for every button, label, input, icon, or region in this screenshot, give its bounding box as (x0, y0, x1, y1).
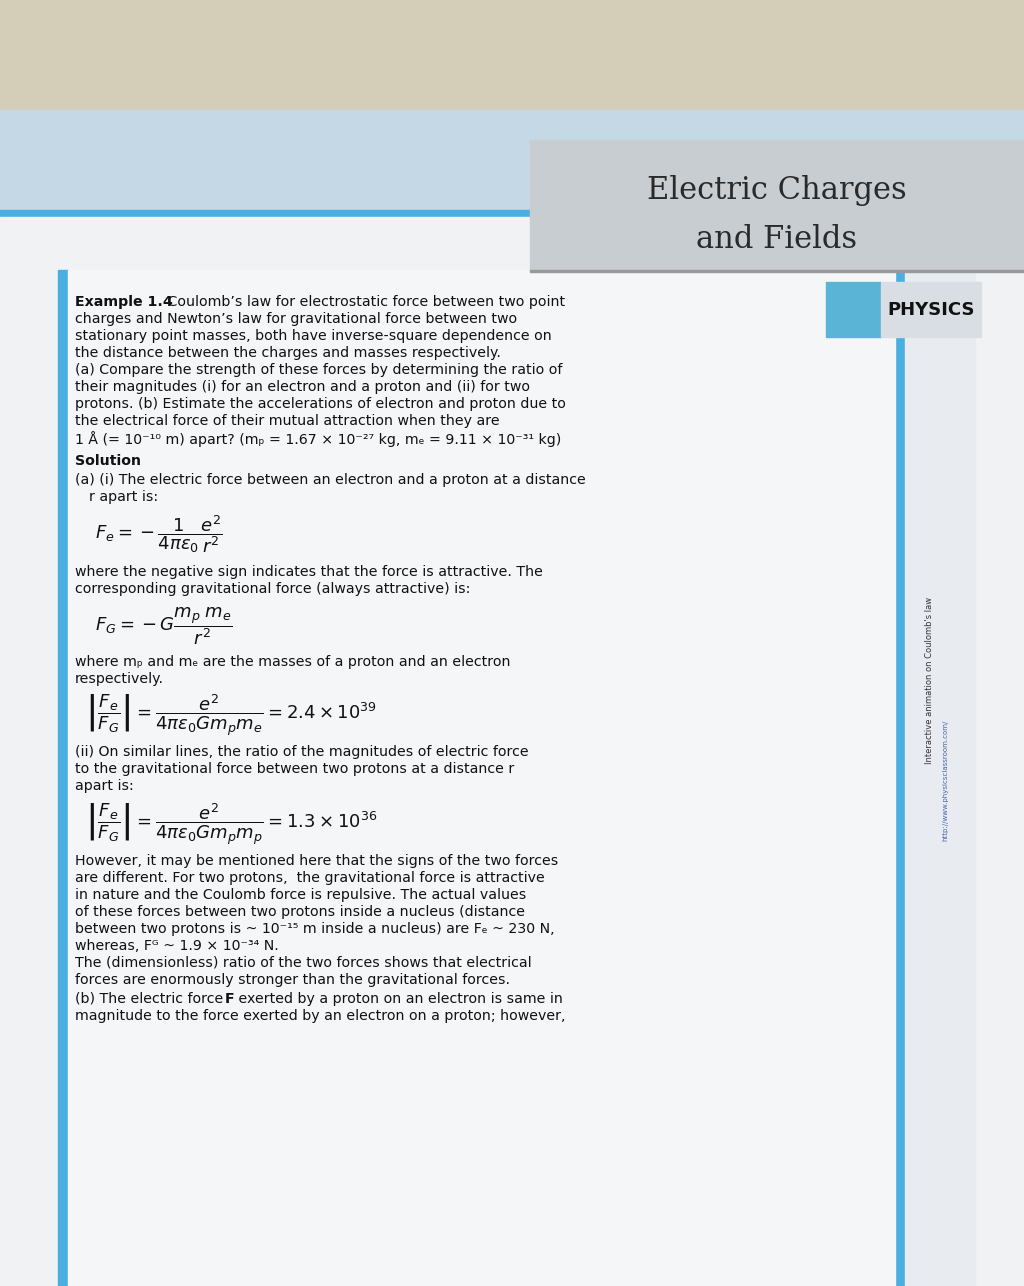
Text: magnitude to the force exerted by an electron on a proton; however,: magnitude to the force exerted by an ele… (75, 1010, 565, 1022)
Text: $F_e = -\dfrac{1}{4\pi\varepsilon_0}\dfrac{e^2}{r^2}$: $F_e = -\dfrac{1}{4\pi\varepsilon_0}\dfr… (95, 513, 223, 554)
Text: http://www.physicsclassroom.com/: http://www.physicsclassroom.com/ (942, 719, 948, 841)
Bar (0, 210, 1024, 217)
Text: The (dimensionless) ratio of the two forces shows that electrical: The (dimensionless) ratio of the two for… (75, 955, 531, 970)
Text: whereas, Fᴳ ~ 1.9 × 10⁻³⁴ N.: whereas, Fᴳ ~ 1.9 × 10⁻³⁴ N. (75, 939, 279, 953)
Text: charges and Newton’s law for gravitational force between two: charges and Newton’s law for gravitation… (75, 312, 517, 325)
Text: stationary point masses, both have inverse-square dependence on: stationary point masses, both have inver… (75, 329, 552, 343)
Text: the distance between the charges and masses respectively.: the distance between the charges and mas… (75, 346, 501, 360)
Text: where mₚ and mₑ are the masses of a proton and an electron: where mₚ and mₑ are the masses of a prot… (75, 655, 511, 669)
Bar (68, 270, 895, 1286)
Text: Interactive animation on Coulomb's law: Interactive animation on Coulomb's law (926, 597, 935, 764)
Bar (881, 282, 981, 337)
Text: PHYSICS: PHYSICS (887, 301, 975, 319)
Text: between two protons is ~ 10⁻¹⁵ m inside a nucleus) are Fₑ ~ 230 N,: between two protons is ~ 10⁻¹⁵ m inside … (75, 922, 555, 936)
Text: respectively.: respectively. (75, 673, 164, 685)
Text: Solution: Solution (75, 454, 141, 468)
Text: r apart is:: r apart is: (89, 490, 158, 504)
Text: to the gravitational force between two protons at a distance r: to the gravitational force between two p… (75, 763, 514, 775)
Text: (a) Compare the strength of these forces by determining the ratio of: (a) Compare the strength of these forces… (75, 363, 562, 377)
Text: $F_G = -G\dfrac{m_p\;m_e}{r^2}$: $F_G = -G\dfrac{m_p\;m_e}{r^2}$ (95, 604, 232, 647)
Bar (530, 140, 1024, 270)
Text: $\left|\dfrac{F_e}{F_G}\right| = \dfrac{e^2}{4\pi\varepsilon_0 Gm_p m_e} = 2.4\t: $\left|\dfrac{F_e}{F_G}\right| = \dfrac{… (85, 693, 377, 738)
Text: apart is:: apart is: (75, 779, 134, 793)
Bar (0, 217, 1024, 1286)
Text: their magnitudes (i) for an electron and a proton and (ii) for two: their magnitudes (i) for an electron and… (75, 379, 530, 394)
Text: However, it may be mentioned here that the signs of the two forces: However, it may be mentioned here that t… (75, 854, 558, 868)
Text: where the negative sign indicates that the force is attractive. The: where the negative sign indicates that t… (75, 565, 543, 579)
Text: forces are enormously stronger than the gravitational forces.: forces are enormously stronger than the … (75, 974, 510, 986)
Bar (905, 270, 975, 1286)
Text: corresponding gravitational force (always attractive) is:: corresponding gravitational force (alway… (75, 583, 470, 595)
Text: $\left|\dfrac{F_e}{F_G}\right| = \dfrac{e^2}{4\pi\varepsilon_0 Gm_p m_p} = 1.3\t: $\left|\dfrac{F_e}{F_G}\right| = \dfrac{… (85, 802, 377, 847)
Text: are different. For two protons,  the gravitational force is attractive: are different. For two protons, the grav… (75, 871, 545, 885)
Bar (58, 270, 68, 1286)
Text: protons. (b) Estimate the accelerations of electron and proton due to: protons. (b) Estimate the accelerations … (75, 397, 566, 412)
Text: of these forces between two protons inside a nucleus (distance: of these forces between two protons insi… (75, 905, 525, 919)
Text: Electric Charges: Electric Charges (647, 175, 907, 206)
Text: Coulomb’s law for electrostatic force between two point: Coulomb’s law for electrostatic force be… (163, 294, 565, 309)
Text: (a) (i) The electric force between an electron and a proton at a distance: (a) (i) The electric force between an el… (75, 473, 586, 487)
Bar (826, 282, 881, 337)
Text: 1 Å (= 10⁻¹⁰ m) apart? (mₚ = 1.67 × 10⁻²⁷ kg, mₑ = 9.11 × 10⁻³¹ kg): 1 Å (= 10⁻¹⁰ m) apart? (mₚ = 1.67 × 10⁻²… (75, 431, 561, 448)
Bar (530, 270, 1024, 273)
Text: (b) The electric force: (b) The electric force (75, 992, 227, 1006)
Text: (ii) On similar lines, the ratio of the magnitudes of electric force: (ii) On similar lines, the ratio of the … (75, 745, 528, 759)
Text: $\mathbf{F}$: $\mathbf{F}$ (224, 992, 234, 1006)
Text: exerted by a proton on an electron is same in: exerted by a proton on an electron is sa… (234, 992, 563, 1006)
Text: in nature and the Coulomb force is repulsive. The actual values: in nature and the Coulomb force is repul… (75, 889, 526, 901)
Bar (895, 270, 905, 1286)
Text: the electrical force of their mutual attraction when they are: the electrical force of their mutual att… (75, 414, 500, 428)
Text: and Fields: and Fields (696, 225, 857, 256)
Text: Example 1.4: Example 1.4 (75, 294, 173, 309)
